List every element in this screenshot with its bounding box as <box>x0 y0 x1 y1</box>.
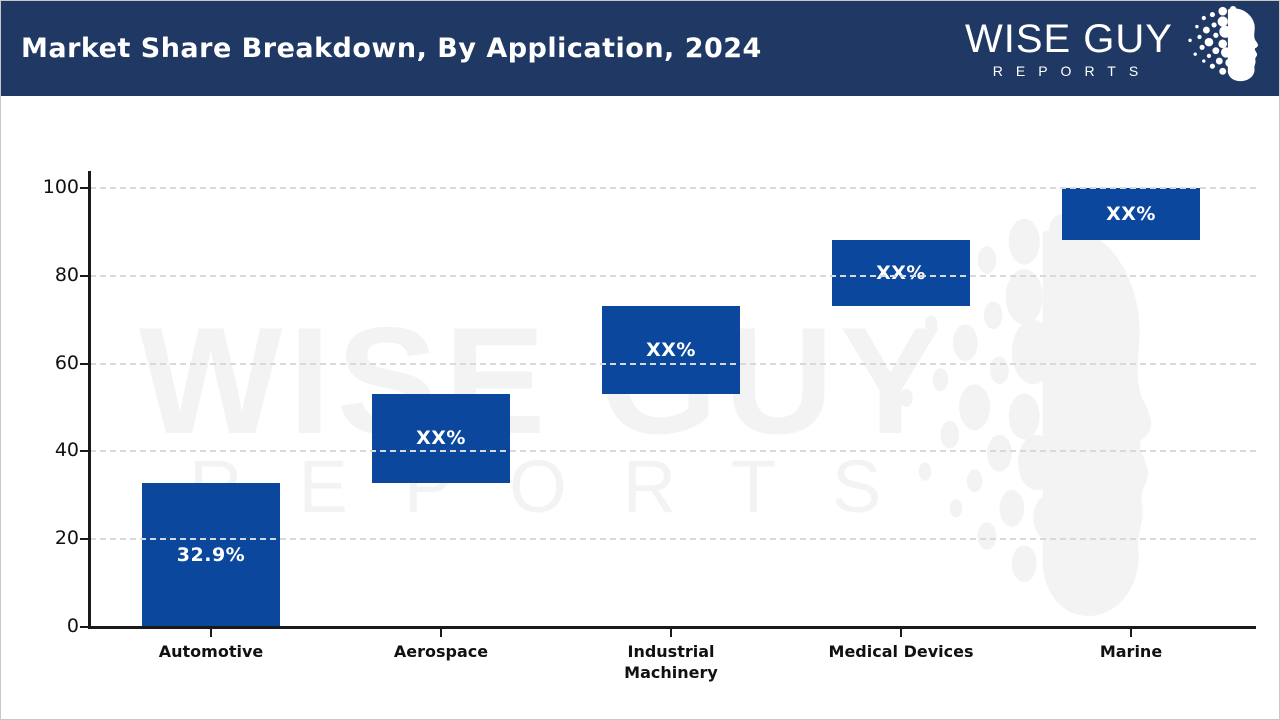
bar-value-label: XX% <box>1106 202 1156 225</box>
bar-marine: XX% <box>1062 188 1200 240</box>
bar-value-label: XX% <box>416 427 466 450</box>
y-tick-mark <box>80 274 89 277</box>
brand-wordmark: WISE GUY REPORTS <box>965 19 1173 78</box>
x-tick-mark <box>900 629 902 637</box>
header-bar: Market Share Breakdown, By Application, … <box>1 1 1279 96</box>
brand-name: WISE GUY <box>964 17 1173 61</box>
y-axis <box>88 171 91 629</box>
gridline-100 <box>90 187 1256 189</box>
brand-face-icon <box>1175 6 1267 92</box>
x-category-label: Industrial Machinery <box>624 642 718 682</box>
brand-subtitle: REPORTS <box>992 63 1152 79</box>
x-category-label: Marine <box>1099 642 1163 661</box>
y-tick-label: 40 <box>54 439 79 462</box>
x-tick-mark <box>210 629 212 637</box>
chart: WISE GUY REPORTS 0 20 40 60 80 100 32.9% Automo… <box>1 96 1279 719</box>
watermark-subtitle: REPORTS <box>189 445 938 528</box>
bar-value-label: XX% <box>646 338 696 361</box>
x-axis <box>88 626 1256 629</box>
y-tick-mark <box>80 538 89 541</box>
x-category-label: Automotive <box>158 642 264 661</box>
x-tick-mark <box>670 629 672 637</box>
bar-value-label: XX% <box>876 261 926 284</box>
bar-value-label: 32.9% <box>176 543 246 566</box>
y-tick-label: 100 <box>42 176 79 198</box>
y-tick-mark <box>80 626 89 628</box>
y-tick-mark <box>80 362 89 365</box>
page-title: Market Share Breakdown, By Application, … <box>21 33 762 64</box>
gridline-80 <box>90 274 1256 277</box>
bar-aerospace: XX% <box>372 394 510 483</box>
bar-medical-devices: XX% <box>832 239 970 306</box>
y-tick-label: 20 <box>54 527 79 550</box>
gridline-20 <box>90 538 1256 541</box>
watermark-wordmark: WISE GUY <box>139 296 948 466</box>
gridline-40 <box>90 450 1256 453</box>
bar-automotive: 32.9% <box>142 482 280 627</box>
y-tick-label: 60 <box>54 351 79 374</box>
brand-logo: WISE GUY REPORTS <box>965 1 1267 96</box>
x-tick-mark <box>1130 629 1132 637</box>
x-tick-mark <box>440 629 442 637</box>
x-category-label: Aerospace <box>393 642 489 661</box>
y-tick-label: 0 <box>66 615 79 637</box>
x-category-label: Medical Devices <box>828 642 974 661</box>
gridline-60 <box>90 362 1256 365</box>
y-tick-label: 80 <box>54 263 79 286</box>
bar-industrial-machinery: XX% <box>602 305 740 395</box>
y-tick-mark <box>80 450 89 453</box>
y-tick-mark <box>80 187 89 189</box>
